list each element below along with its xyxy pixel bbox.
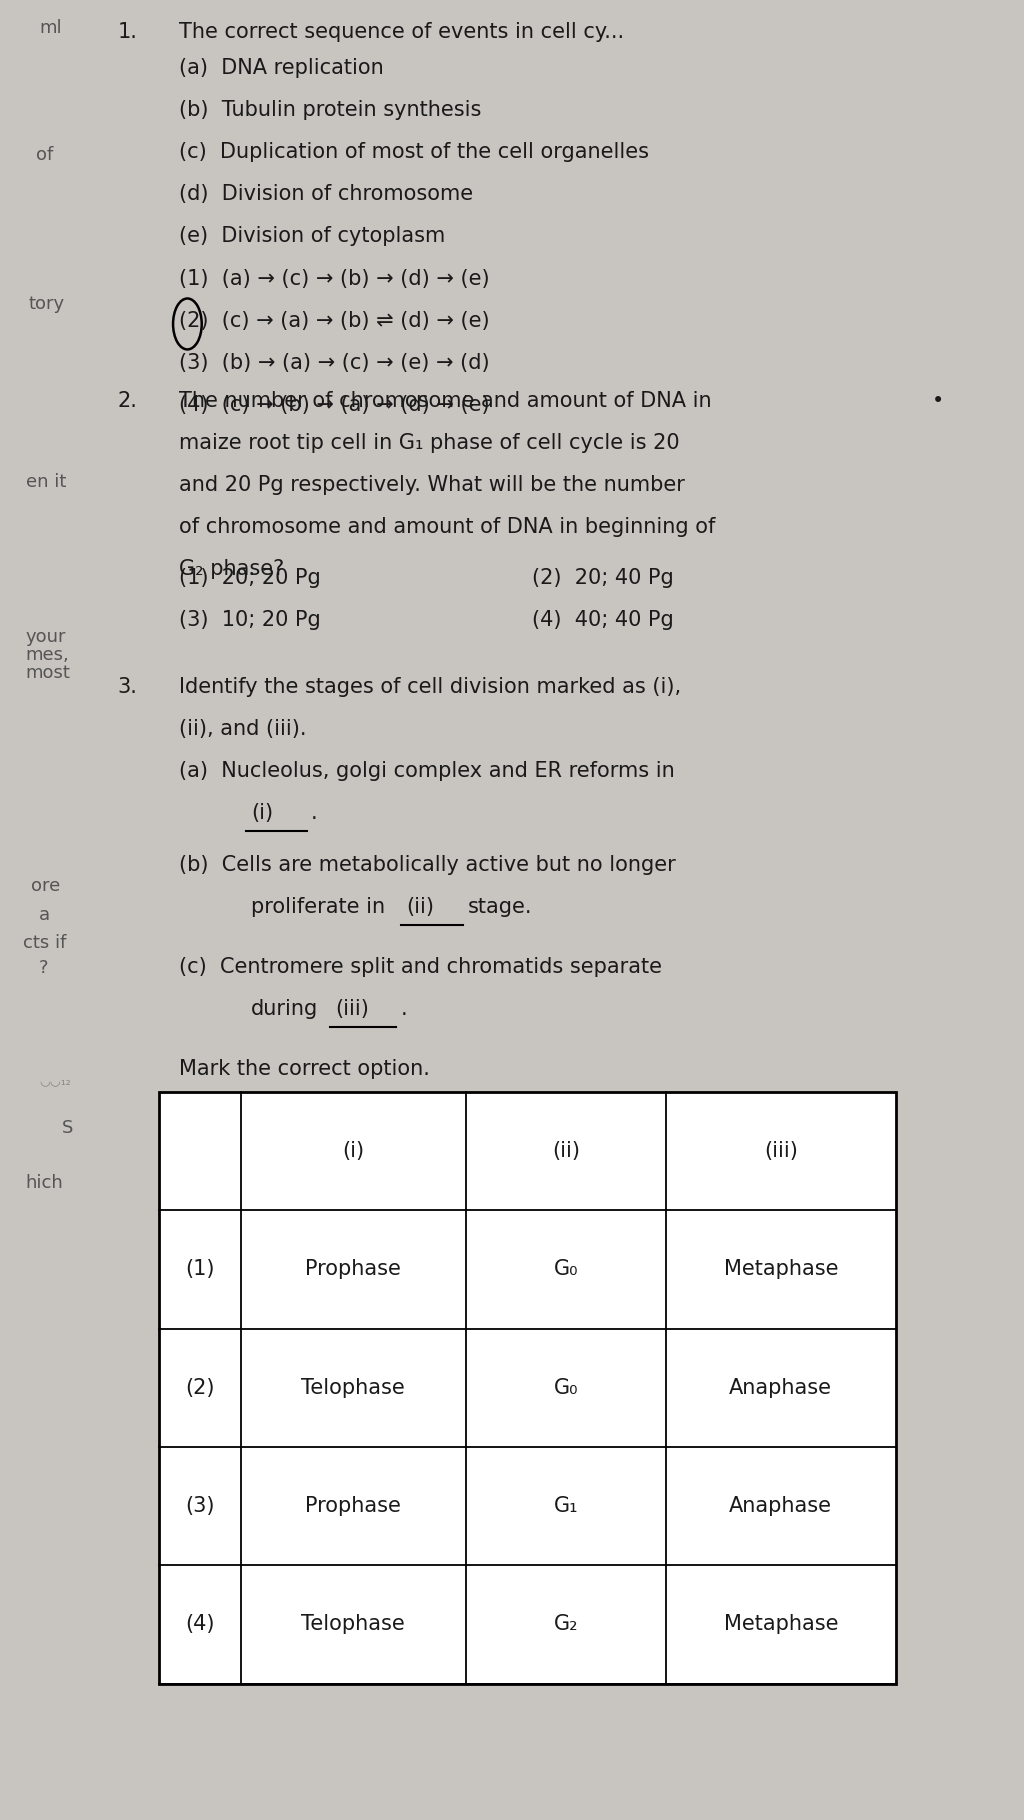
Text: Prophase: Prophase (305, 1259, 401, 1279)
Text: Metaphase: Metaphase (724, 1259, 838, 1279)
Text: Prophase: Prophase (305, 1496, 401, 1516)
Text: (a)  Nucleolus, golgi complex and ER reforms in: (a) Nucleolus, golgi complex and ER refo… (179, 761, 675, 781)
Text: (b)  Cells are metabolically active but no longer: (b) Cells are metabolically active but n… (179, 855, 676, 875)
Text: Anaphase: Anaphase (729, 1378, 833, 1398)
Text: G₀: G₀ (554, 1378, 578, 1398)
Text: G₂: G₂ (553, 1614, 579, 1634)
Text: en it: en it (26, 473, 66, 491)
Text: ◡◡₁₂: ◡◡₁₂ (39, 1074, 71, 1087)
Text: The correct sequence of events in cell cy...: The correct sequence of events in cell c… (179, 22, 625, 42)
Text: hich: hich (26, 1174, 63, 1192)
Text: (a)  DNA replication: (a) DNA replication (179, 58, 384, 78)
Text: (iii): (iii) (335, 999, 369, 1019)
Text: S: S (61, 1119, 73, 1138)
Text: G₂ phase?: G₂ phase? (179, 559, 285, 579)
Text: (3)  10; 20 Pg: (3) 10; 20 Pg (179, 610, 321, 630)
Text: mes,: mes, (26, 646, 70, 664)
Text: (b)  Tubulin protein synthesis: (b) Tubulin protein synthesis (179, 100, 481, 120)
Text: (i): (i) (342, 1141, 365, 1161)
Text: (ii): (ii) (552, 1141, 580, 1161)
Text: (2): (2) (185, 1378, 214, 1398)
Text: .: . (400, 999, 407, 1019)
Text: (3): (3) (185, 1496, 214, 1516)
Text: your: your (26, 628, 67, 646)
Text: and 20 Pg respectively. What will be the number: and 20 Pg respectively. What will be the… (179, 475, 685, 495)
Text: cts if: cts if (23, 934, 66, 952)
Text: (4)  (c) → (b) → (a) → (d) → (e): (4) (c) → (b) → (a) → (d) → (e) (179, 395, 489, 415)
Text: most: most (26, 664, 71, 682)
Text: a: a (39, 906, 50, 925)
Text: (d)  Division of chromosome: (d) Division of chromosome (179, 184, 473, 204)
Text: tory: tory (29, 295, 65, 313)
Text: Anaphase: Anaphase (729, 1496, 833, 1516)
Text: (c)  Duplication of most of the cell organelles: (c) Duplication of most of the cell orga… (179, 142, 649, 162)
Text: (ii), and (iii).: (ii), and (iii). (179, 719, 307, 739)
Text: maize root tip cell in G₁ phase of cell cycle is 20: maize root tip cell in G₁ phase of cell … (179, 433, 680, 453)
Text: (1): (1) (185, 1259, 214, 1279)
Text: 1.: 1. (118, 22, 137, 42)
Text: Mark the correct option.: Mark the correct option. (179, 1059, 430, 1079)
Text: ore: ore (31, 877, 60, 895)
Text: (iii): (iii) (764, 1141, 798, 1161)
Text: stage.: stage. (468, 897, 532, 917)
Bar (159, 1092, 896, 1684)
Text: Telophase: Telophase (301, 1614, 406, 1634)
Text: (3)  (b) → (a) → (c) → (e) → (d): (3) (b) → (a) → (c) → (e) → (d) (179, 353, 489, 373)
Text: .: . (310, 803, 316, 823)
Text: during: during (251, 999, 318, 1019)
Text: Metaphase: Metaphase (724, 1614, 838, 1634)
Text: (e)  Division of cytoplasm: (e) Division of cytoplasm (179, 226, 445, 246)
Text: (1)  (a) → (c) → (b) → (d) → (e): (1) (a) → (c) → (b) → (d) → (e) (179, 269, 489, 289)
Text: Telophase: Telophase (301, 1378, 406, 1398)
Text: G₁: G₁ (554, 1496, 578, 1516)
Text: The number of chromosome and amount of DNA in: The number of chromosome and amount of D… (179, 391, 712, 411)
Text: 2.: 2. (118, 391, 137, 411)
Text: proliferate in: proliferate in (251, 897, 385, 917)
Text: (2)  20; 40 Pg: (2) 20; 40 Pg (532, 568, 674, 588)
Text: 3.: 3. (118, 677, 137, 697)
Text: of chromosome and amount of DNA in beginning of: of chromosome and amount of DNA in begin… (179, 517, 716, 537)
Text: ml: ml (39, 18, 61, 36)
Text: of: of (36, 146, 53, 164)
Text: (1)  20; 20 Pg: (1) 20; 20 Pg (179, 568, 321, 588)
Text: (4): (4) (185, 1614, 214, 1634)
Bar (159, 1092, 896, 1684)
Text: G₀: G₀ (554, 1259, 578, 1279)
Text: (2)  (c) → (a) → (b) ⇌ (d) → (e): (2) (c) → (a) → (b) ⇌ (d) → (e) (179, 311, 489, 331)
Text: Identify the stages of cell division marked as (i),: Identify the stages of cell division mar… (179, 677, 681, 697)
Text: (ii): (ii) (407, 897, 434, 917)
Text: (c)  Centromere split and chromatids separate: (c) Centromere split and chromatids sepa… (179, 957, 663, 977)
Text: •: • (932, 391, 944, 411)
Text: (4)  40; 40 Pg: (4) 40; 40 Pg (532, 610, 674, 630)
Text: (i): (i) (251, 803, 273, 823)
Text: ?: ? (39, 959, 48, 977)
